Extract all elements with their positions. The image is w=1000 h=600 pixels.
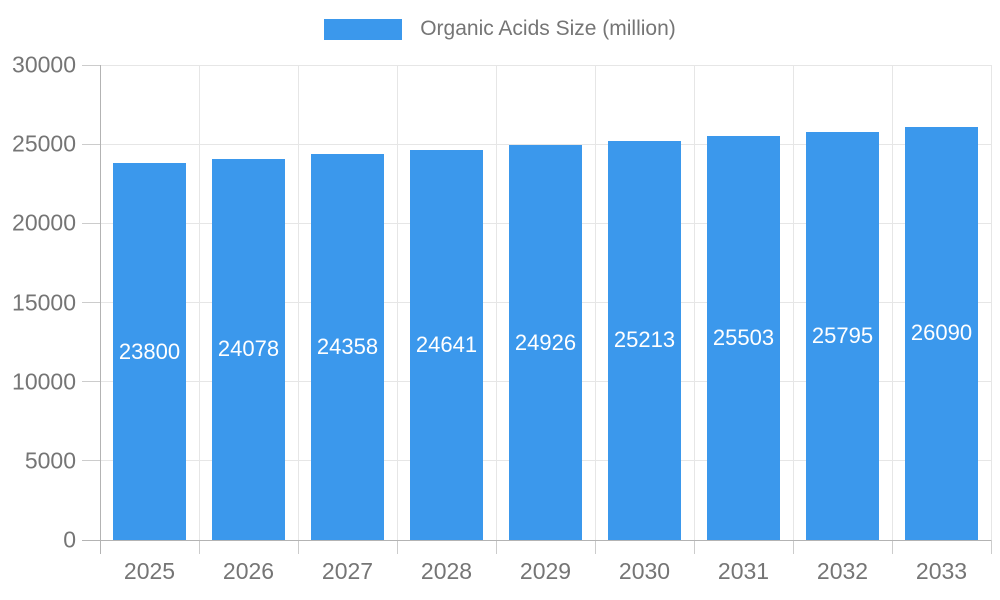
x-axis-tick — [792, 540, 794, 554]
v-gridline — [693, 65, 695, 540]
v-gridline — [792, 65, 794, 540]
x-axis-label: 2032 — [816, 558, 869, 584]
x-axis-tick — [396, 540, 398, 554]
bar-value-label: 26090 — [910, 320, 973, 346]
y-axis-label: 15000 — [12, 289, 76, 315]
bar-value-label: 24926 — [514, 329, 577, 355]
h-gridline — [100, 64, 991, 66]
x-axis-label: 2030 — [618, 558, 671, 584]
bar-value-label: 24078 — [217, 336, 280, 362]
x-axis-tick — [990, 540, 992, 554]
bar-value-label: 23800 — [118, 338, 181, 364]
x-axis-label: 2029 — [519, 558, 572, 584]
x-axis-tick — [891, 540, 893, 554]
legend-label: Organic Acids Size (million) — [420, 17, 676, 40]
bar-2032[interactable] — [806, 131, 879, 540]
x-axis-tick — [297, 540, 299, 554]
bar-value-label: 25503 — [712, 325, 775, 351]
v-gridline — [990, 65, 992, 540]
v-gridline — [297, 65, 299, 540]
bar-value-label: 24641 — [415, 331, 478, 357]
x-axis-label: 2027 — [321, 558, 374, 584]
legend-swatch-icon — [324, 18, 403, 40]
y-axis-tick — [82, 222, 100, 224]
y-axis-label: 20000 — [12, 209, 76, 236]
y-axis-label: 5000 — [24, 447, 76, 474]
x-axis-tick — [693, 540, 695, 554]
v-gridline — [198, 65, 200, 540]
y-axis-tick — [82, 302, 100, 303]
x-axis-line — [82, 539, 991, 541]
bar-2026[interactable] — [212, 158, 285, 540]
x-axis-tick — [594, 540, 596, 554]
bar-2029[interactable] — [509, 145, 582, 540]
v-gridline — [495, 65, 497, 540]
x-axis-tick — [198, 540, 200, 554]
y-axis-tick — [82, 143, 100, 145]
v-gridline — [891, 65, 893, 540]
y-axis-label: 30000 — [12, 51, 76, 78]
bar-2025[interactable] — [113, 163, 186, 540]
x-axis-tick — [495, 540, 497, 554]
y-axis-label: 10000 — [12, 368, 76, 395]
y-axis-line — [99, 65, 101, 554]
h-gridline — [100, 143, 991, 145]
bar-value-label: 25213 — [613, 327, 676, 353]
y-axis-tick — [82, 381, 100, 383]
v-gridline — [594, 65, 596, 540]
bar-2028[interactable] — [410, 149, 483, 540]
bar-2031[interactable] — [707, 136, 780, 540]
x-axis-label: 2033 — [915, 558, 968, 584]
x-axis-label: 2026 — [222, 558, 275, 584]
chart-legend[interactable]: Organic Acids Size (million) — [0, 17, 1000, 41]
bar-2033[interactable] — [905, 126, 978, 540]
bar-2027[interactable] — [311, 154, 384, 540]
bar-value-label: 25795 — [811, 322, 874, 348]
x-axis-label: 2025 — [123, 558, 176, 584]
x-axis-label: 2031 — [717, 558, 770, 584]
y-axis-tick — [82, 460, 100, 462]
y-axis-label: 25000 — [12, 130, 76, 157]
bar-2030[interactable] — [608, 140, 681, 540]
x-axis-label: 2028 — [420, 558, 473, 584]
y-axis-tick — [82, 64, 100, 66]
bar-value-label: 24358 — [316, 334, 379, 360]
v-gridline — [396, 65, 398, 540]
y-axis-label: 0 — [63, 526, 76, 553]
